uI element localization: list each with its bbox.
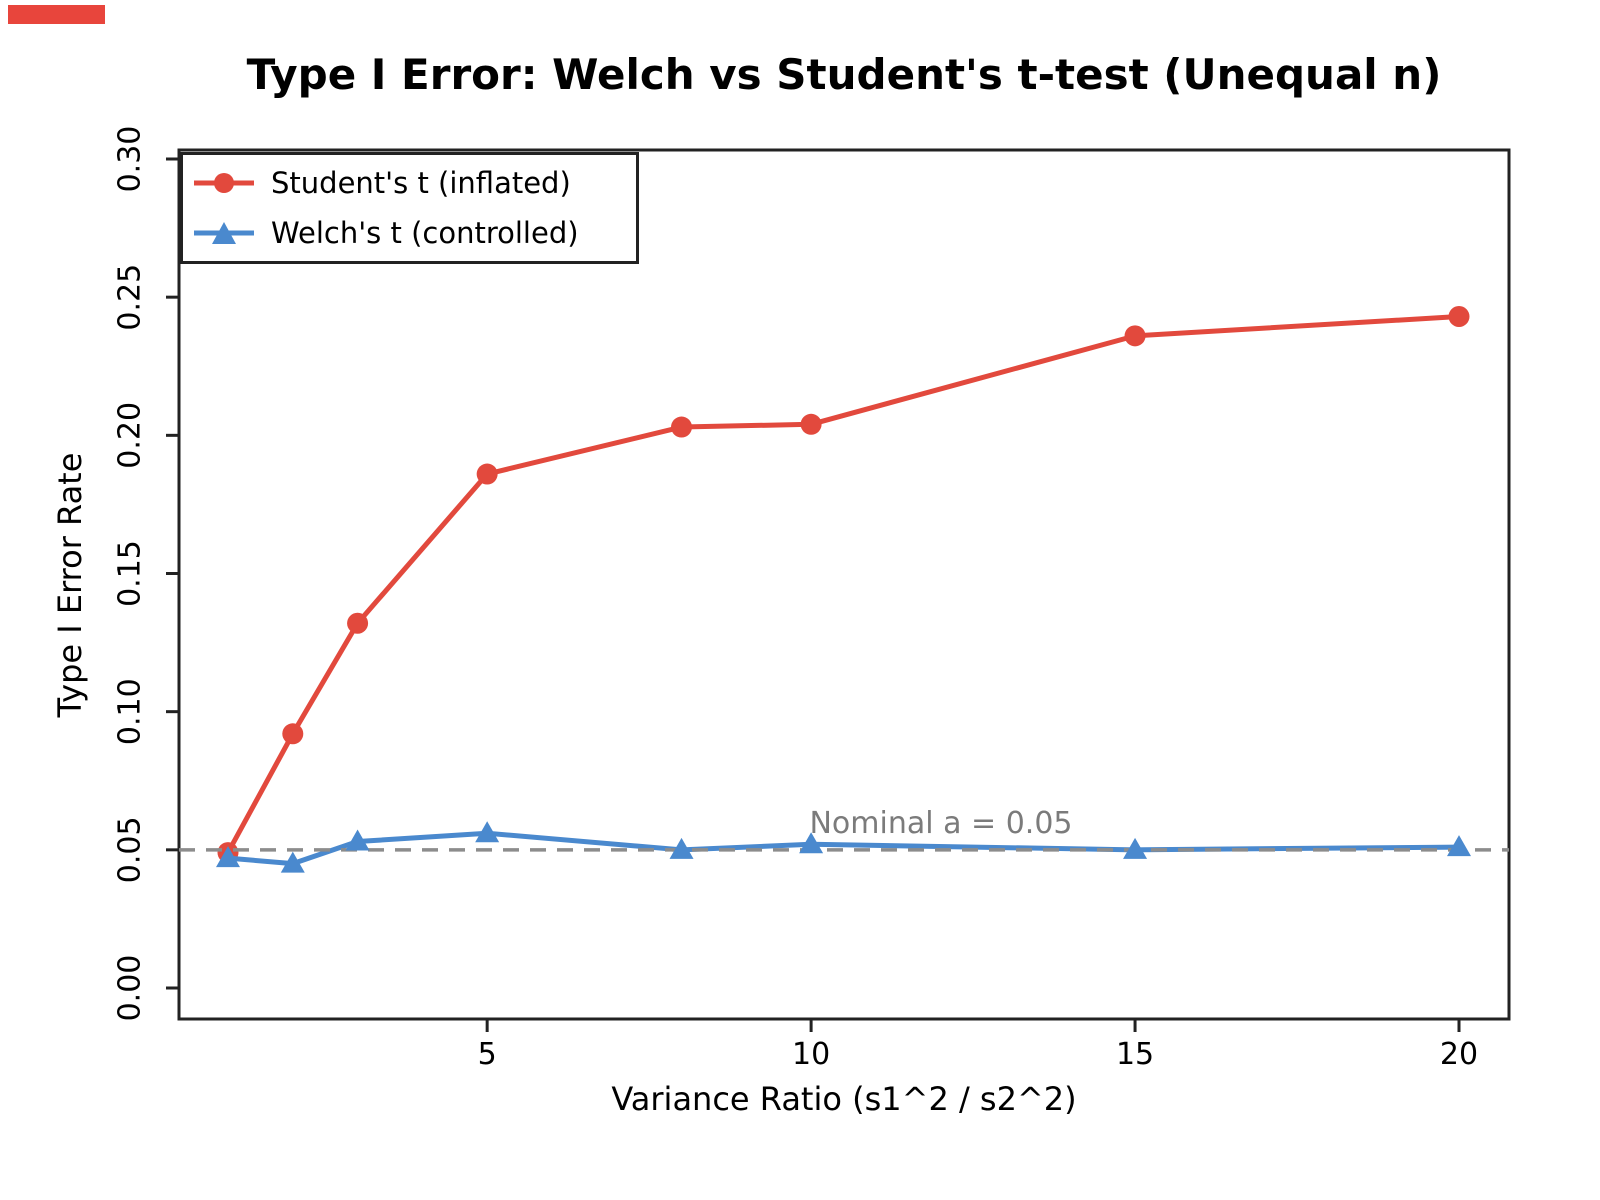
legend: Student's t (inflated) Welch's t (contro…: [180, 152, 639, 264]
legend-item-students-t: Student's t (inflated): [191, 161, 636, 205]
y-axis-label: Type I Error Rate: [51, 452, 89, 718]
svg-text:0.25: 0.25: [113, 264, 148, 331]
svg-text:0.00: 0.00: [113, 955, 148, 1022]
reference-line-label: Nominal a = 0.05: [809, 806, 1073, 841]
svg-text:0.10: 0.10: [113, 678, 148, 745]
legend-swatch-1: [194, 222, 254, 244]
svg-text:0.15: 0.15: [113, 540, 148, 607]
chart-title: Type I Error: Welch vs Student's t-test …: [246, 50, 1442, 99]
legend-swatch-0: [194, 173, 254, 193]
svg-text:5: 5: [478, 1037, 497, 1072]
svg-text:0.20: 0.20: [113, 402, 148, 469]
corner-marker: [8, 5, 105, 24]
svg-text:0.30: 0.30: [113, 126, 148, 193]
legend-label-students-t: Student's t (inflated): [271, 166, 571, 200]
legend-triangle-marker-icon: [212, 222, 236, 244]
svg-text:0.05: 0.05: [113, 816, 148, 883]
legend-circle-marker-icon: [214, 173, 234, 193]
legend-label-welchs-t: Welch's t (controlled): [271, 216, 579, 250]
svg-text:20: 20: [1440, 1037, 1478, 1072]
svg-text:15: 15: [1116, 1037, 1154, 1072]
x-axis-label: Variance Ratio (s1^2 / s2^2): [611, 1080, 1077, 1118]
legend-item-welchs-t: Welch's t (controlled): [191, 211, 636, 255]
svg-text:10: 10: [792, 1037, 830, 1072]
